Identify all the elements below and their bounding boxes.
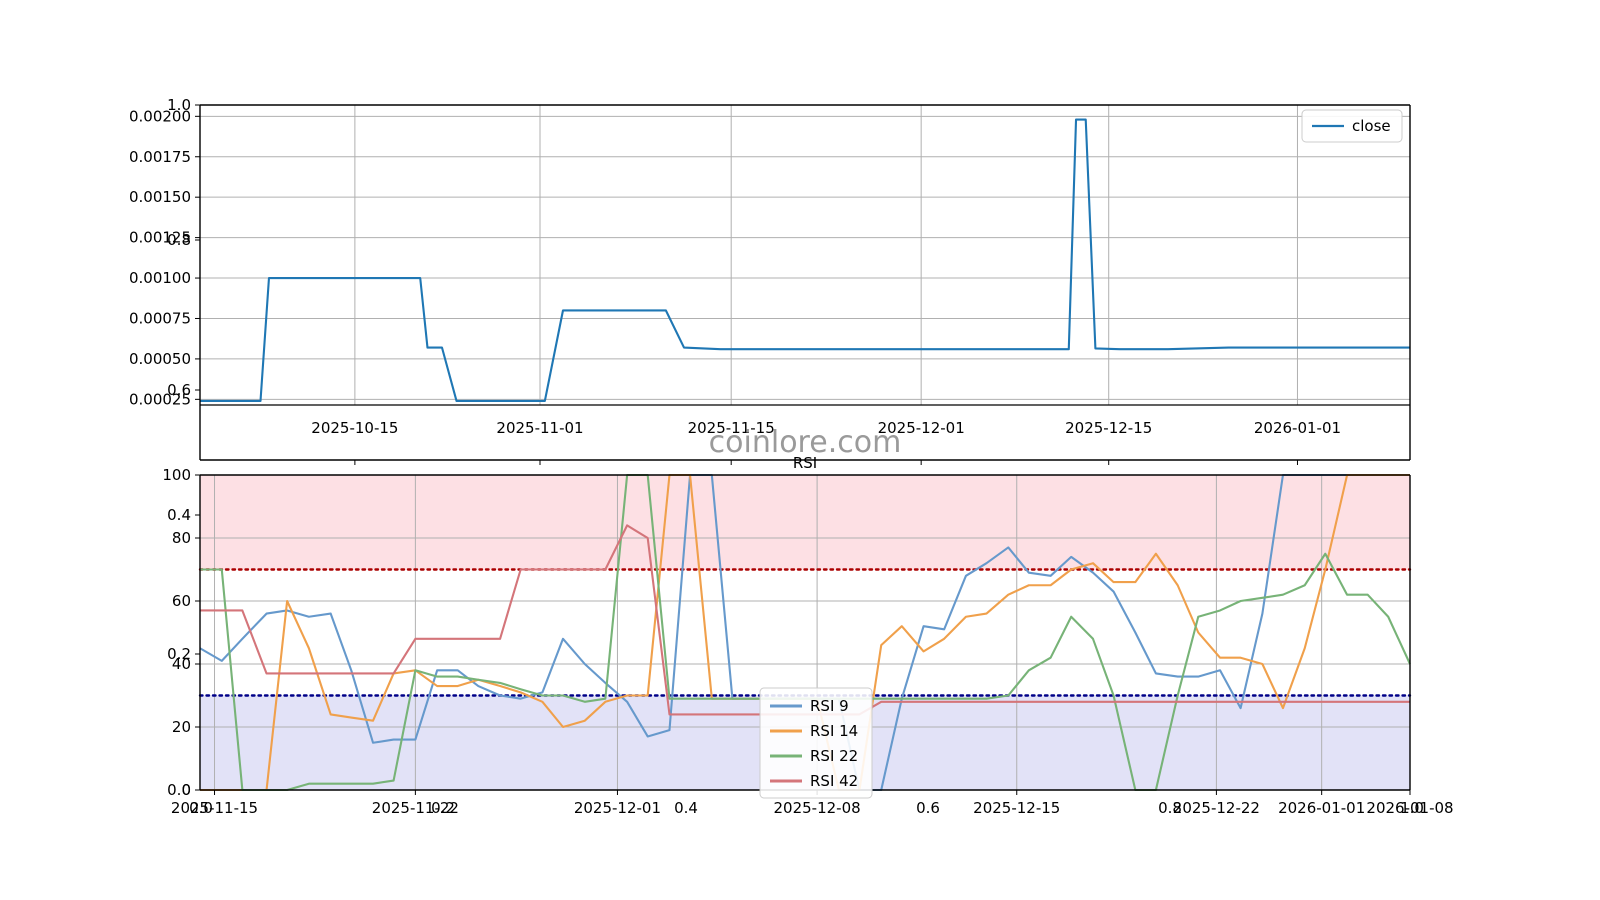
rsi-ghost-xtick-4: 1.0 [1400,799,1424,817]
coinlore-watermark: coinlore.com [709,425,902,460]
rsi-chart-panel: 0 20 40 60 80 100 2025-11-15 2025-11-22 2025-12… [162,454,1453,817]
rsi-ytick-label-2: 40 [172,655,191,673]
rsi-ytick-label-3: 60 [172,592,191,610]
rsi-legend-box [759,687,873,799]
price-legend-label-close: close [1352,117,1391,135]
rsi-ghost-xtick-3: 0.8 [1158,799,1182,817]
price-ghost-ytick-2: 1.0 [167,96,191,114]
rsi-x-tick-labels: 2025-11-15 2025-11-22 2025-12-01 2025-12-08… [171,790,1454,817]
rsi-xtick-label-0: 2025-11-15 [171,799,258,817]
rsi-legend-label-rsi-9: RSI 9 [810,697,849,715]
rsi-xtick-label-1: 2025-11-22 [372,799,459,817]
price-ytick-label-7: 0.00200 [129,107,191,125]
price-xtick-label-0: 2025-10-15 [311,419,398,437]
rsi-legend-label-rsi-42: RSI 42 [810,772,858,790]
price-series-group [200,118,1410,403]
rsi-y-tick-labels: 0 20 40 60 80 100 [162,466,200,799]
rsi-ghost-ytick-1: 0.2 [167,645,191,663]
price-legend[interactable]: close [1301,109,1403,143]
rsi-ytick-label-5: 100 [162,466,191,484]
price-ghost-ytick-0: 0.6 [167,381,191,399]
price-xtick-label-4: 2025-12-15 [1065,419,1152,437]
price-ytick-label-6: 0.00175 [129,148,191,166]
price-ytick-label-3: 0.00100 [129,269,191,287]
price-legend-box [1301,109,1403,143]
rsi-ytick-label-0: 0 [181,781,191,799]
price-xtick-label-5: 2026-01-01 [1254,419,1341,437]
rsi-xtick-label-2: 2025-12-01 [574,799,661,817]
price-plot-background [200,105,1410,405]
price-gridlines [200,105,1410,405]
rsi-xtick-label-6: 2026-01-01 [1278,799,1365,817]
rsi-ghost-xtick-2: 0.6 [916,799,940,817]
rsi-xtick-label-3: 2025-12-08 [774,799,861,817]
price-ytick-label-1: 0.00050 [129,350,191,368]
rsi-xtick-label-5: 2025-12-22 [1173,799,1260,817]
rsi-ghost-xtick-1: 0.4 [674,799,698,817]
price-ytick-label-4: 0.00125 [129,229,191,247]
rsi-band-overbought [200,475,1410,570]
rsi-ghost-tick-labels: 0.0 0.2 0.4 0.2 0.4 0.6 0.8 1.0 0.0 [167,506,1424,817]
rsi-xtick-label-4: 2025-12-15 [973,799,1060,817]
price-ytick-label-2: 0.00075 [129,309,191,327]
rsi-xtick-label-7: 2026-01-08 [1366,799,1453,817]
price-chart-panel: 0.00025 0.00050 0.00075 0.00100 0.00125 0.001… [129,96,1411,465]
price-ghost-ytick-1: 0.8 [167,231,191,249]
price-axis-spines [199,104,1411,461]
rsi-ytick-label-1: 20 [172,718,191,736]
rsi-legend[interactable]: RSI 9 RSI 14 RSI 22 RSI 42 [759,687,873,799]
price-xtick-label-1: 2025-11-01 [496,419,583,437]
rsi-ytick-label-4: 80 [172,529,191,547]
price-ytick-label-5: 0.00150 [129,188,191,206]
price-x-tick-labels: 2025-10-15 2025-11-01 2025-11-15 2025-12-01… [311,419,1341,465]
price-series-close [200,118,1410,403]
price-ytick-label-0: 0.00025 [129,390,191,408]
rsi-legend-label-rsi-22: RSI 22 [810,747,858,765]
rsi-legend-label-rsi-14: RSI 14 [810,722,858,740]
rsi-ghost-xtick-origin: 0.0 [189,799,213,817]
rsi-panel-title: RSI [793,454,817,472]
price-y-tick-labels: 0.00025 0.00050 0.00075 0.00100 0.00125 0.001… [129,107,200,408]
price-xtick-label-2: 2025-11-15 [688,419,775,437]
rsi-ghost-ytick-0: 0.0 [167,781,191,799]
rsi-ghost-ytick-2: 0.4 [167,506,191,524]
price-ghost-tick-labels: 0.6 0.8 1.0 [167,96,200,399]
rsi-ghost-xtick-0: 0.2 [431,799,455,817]
price-xtick-label-3: 2025-12-01 [878,419,965,437]
